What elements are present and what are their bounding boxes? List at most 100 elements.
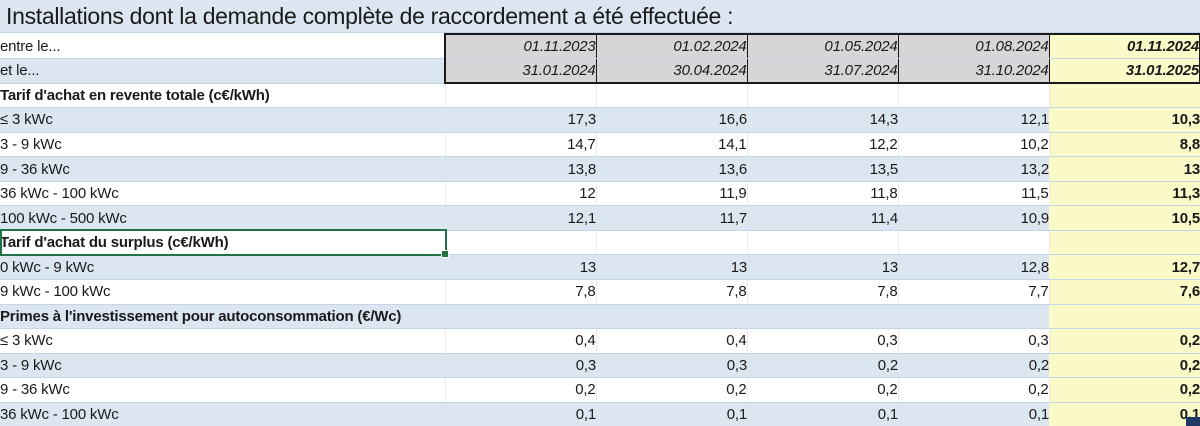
cell-value[interactable]: 11,9 [595,181,747,207]
period-end-date-cell[interactable]: 31.01.2024 [444,58,596,85]
cell-value[interactable]: 7,8 [595,279,747,305]
period-end-date-cell[interactable]: 31.10.2024 [897,58,1049,85]
period-start-date-cell[interactable]: 01.05.2024 [746,33,898,60]
empty-cell[interactable] [444,83,596,109]
cell-value[interactable]: 0,2 [747,353,898,379]
cell-value[interactable]: 13,2 [898,156,1049,182]
section-header-row-selected: Tarif d'achat du surplus (c€/kWh) [0,230,1200,256]
cell-value-current[interactable]: 0,2 [1048,328,1200,354]
cell-value[interactable]: 0,2 [898,353,1049,379]
cell-value[interactable]: 12,8 [898,254,1049,280]
period-end-date-cell-current[interactable]: 31.01.2025 [1048,58,1200,85]
cell-value[interactable]: 13,8 [445,156,596,182]
cell-value[interactable]: 0,3 [897,328,1049,354]
cell-value[interactable]: 12,2 [746,132,898,158]
row-label[interactable]: 3 - 9 kWc [0,353,445,379]
cell-value[interactable]: 12 [444,181,596,207]
cell-value-current[interactable]: 8,8 [1048,132,1200,158]
period-end-label[interactable]: et le... [0,58,445,84]
empty-cell[interactable] [1048,83,1200,109]
cell-value[interactable]: 10,2 [897,132,1049,158]
row-label[interactable]: 9 kWc - 100 kWc [0,279,445,305]
row-label[interactable]: 3 - 9 kWc [0,132,445,158]
cell-value[interactable]: 0,2 [746,377,898,403]
row-label[interactable]: 100 kWc - 500 kWc [0,205,445,231]
row-label[interactable]: ≤ 3 kWc [0,107,445,133]
cell-value[interactable]: 11,4 [747,205,898,231]
cell-value[interactable]: 0,4 [444,328,596,354]
cell-value-current[interactable]: 10,3 [1049,107,1200,133]
empty-cell[interactable] [444,230,596,256]
cell-value[interactable]: 7,8 [444,279,596,305]
cell-value[interactable]: 13,5 [747,156,898,182]
cell-value[interactable]: 12,1 [445,205,596,231]
row-label[interactable]: ≤ 3 kWc [0,328,445,354]
period-end-date-cell[interactable]: 31.07.2024 [746,58,898,85]
cell-value[interactable]: 0,3 [746,328,898,354]
cell-value[interactable]: 0,2 [897,377,1049,403]
period-start-date-cell-current[interactable]: 01.11.2024 [1048,33,1200,60]
cell-value[interactable]: 14,1 [595,132,747,158]
row-label[interactable]: 36 kWc - 100 kWc [0,402,445,426]
cell-value-current[interactable]: 10,5 [1049,205,1200,231]
cell-value[interactable]: 11,7 [596,205,747,231]
row-label[interactable]: 9 - 36 kWc [0,156,445,182]
empty-cell[interactable] [595,230,747,256]
cell-value[interactable]: 0,1 [445,402,596,426]
cell-value-current[interactable]: 11,3 [1048,181,1200,207]
period-start-date-cell[interactable]: 01.08.2024 [897,33,1049,60]
cell-value[interactable]: 0,3 [596,353,747,379]
cell-value[interactable]: 16,6 [596,107,747,133]
table-row: 9 kWc - 100 kWc 7,8 7,8 7,8 7,7 7,6 [0,279,1200,305]
cell-value[interactable]: 0,1 [596,402,747,426]
period-end-date-cell[interactable]: 30.04.2024 [595,58,747,85]
cell-value[interactable]: 7,8 [746,279,898,305]
period-start-date-cell[interactable]: 01.02.2024 [595,33,747,60]
row-label[interactable]: 9 - 36 kWc [0,377,445,403]
period-start-date-cell[interactable]: 01.11.2023 [444,33,596,60]
cell-value[interactable]: 17,3 [445,107,596,133]
cell-value[interactable]: 13 [596,254,747,280]
cell-value[interactable]: 7,7 [897,279,1049,305]
empty-cell[interactable] [595,83,747,109]
cell-value-current[interactable]: 12,7 [1049,254,1200,280]
cell-value[interactable]: 0,2 [444,377,596,403]
cell-value[interactable]: 14,7 [444,132,596,158]
cell-value[interactable]: 0,4 [595,328,747,354]
row-label[interactable]: 36 kWc - 100 kWc [0,181,445,207]
cell-value[interactable]: 13 [445,254,596,280]
cell-value[interactable]: 11,5 [897,181,1049,207]
empty-cell[interactable] [747,304,898,330]
cell-value[interactable]: 0,3 [445,353,596,379]
empty-cell[interactable] [596,304,747,330]
empty-cell[interactable] [1048,230,1200,256]
cell-value[interactable]: 0,1 [898,402,1049,426]
cell-value[interactable]: 13,6 [596,156,747,182]
cell-value-current[interactable]: 7,6 [1048,279,1200,305]
empty-cell[interactable] [445,304,596,330]
row-label[interactable]: 0 kWc - 9 kWc [0,254,445,280]
cell-value[interactable]: 0,2 [595,377,747,403]
cell-value[interactable]: 12,1 [898,107,1049,133]
cell-value-current[interactable]: 0,2 [1049,353,1200,379]
cell-value[interactable]: 11,8 [746,181,898,207]
cell-value[interactable]: 14,3 [747,107,898,133]
cell-value[interactable]: 0,1 [747,402,898,426]
table-row: 9 - 36 kWc 13,8 13,6 13,5 13,2 13 [0,156,1200,182]
cell-value[interactable]: 13 [747,254,898,280]
empty-cell[interactable] [746,83,898,109]
selected-cell[interactable]: Tarif d'achat du surplus (c€/kWh) [0,230,445,256]
page-title[interactable]: Installations dont la demande complète d… [0,0,1200,33]
cell-value-current[interactable]: 13 [1049,156,1200,182]
section-label[interactable]: Primes à l'investissement pour autoconso… [0,304,445,330]
empty-cell[interactable] [1049,304,1200,330]
empty-cell[interactable] [897,230,1049,256]
cell-value[interactable]: 10,9 [898,205,1049,231]
cell-value-current[interactable]: 0,1 [1049,402,1200,426]
empty-cell[interactable] [746,230,898,256]
empty-cell[interactable] [897,83,1049,109]
period-start-label[interactable]: entre le... [0,34,445,60]
empty-cell[interactable] [898,304,1049,330]
cell-value-current[interactable]: 0,2 [1048,377,1200,403]
section-label[interactable]: Tarif d'achat en revente totale (c€/kWh) [0,83,445,109]
